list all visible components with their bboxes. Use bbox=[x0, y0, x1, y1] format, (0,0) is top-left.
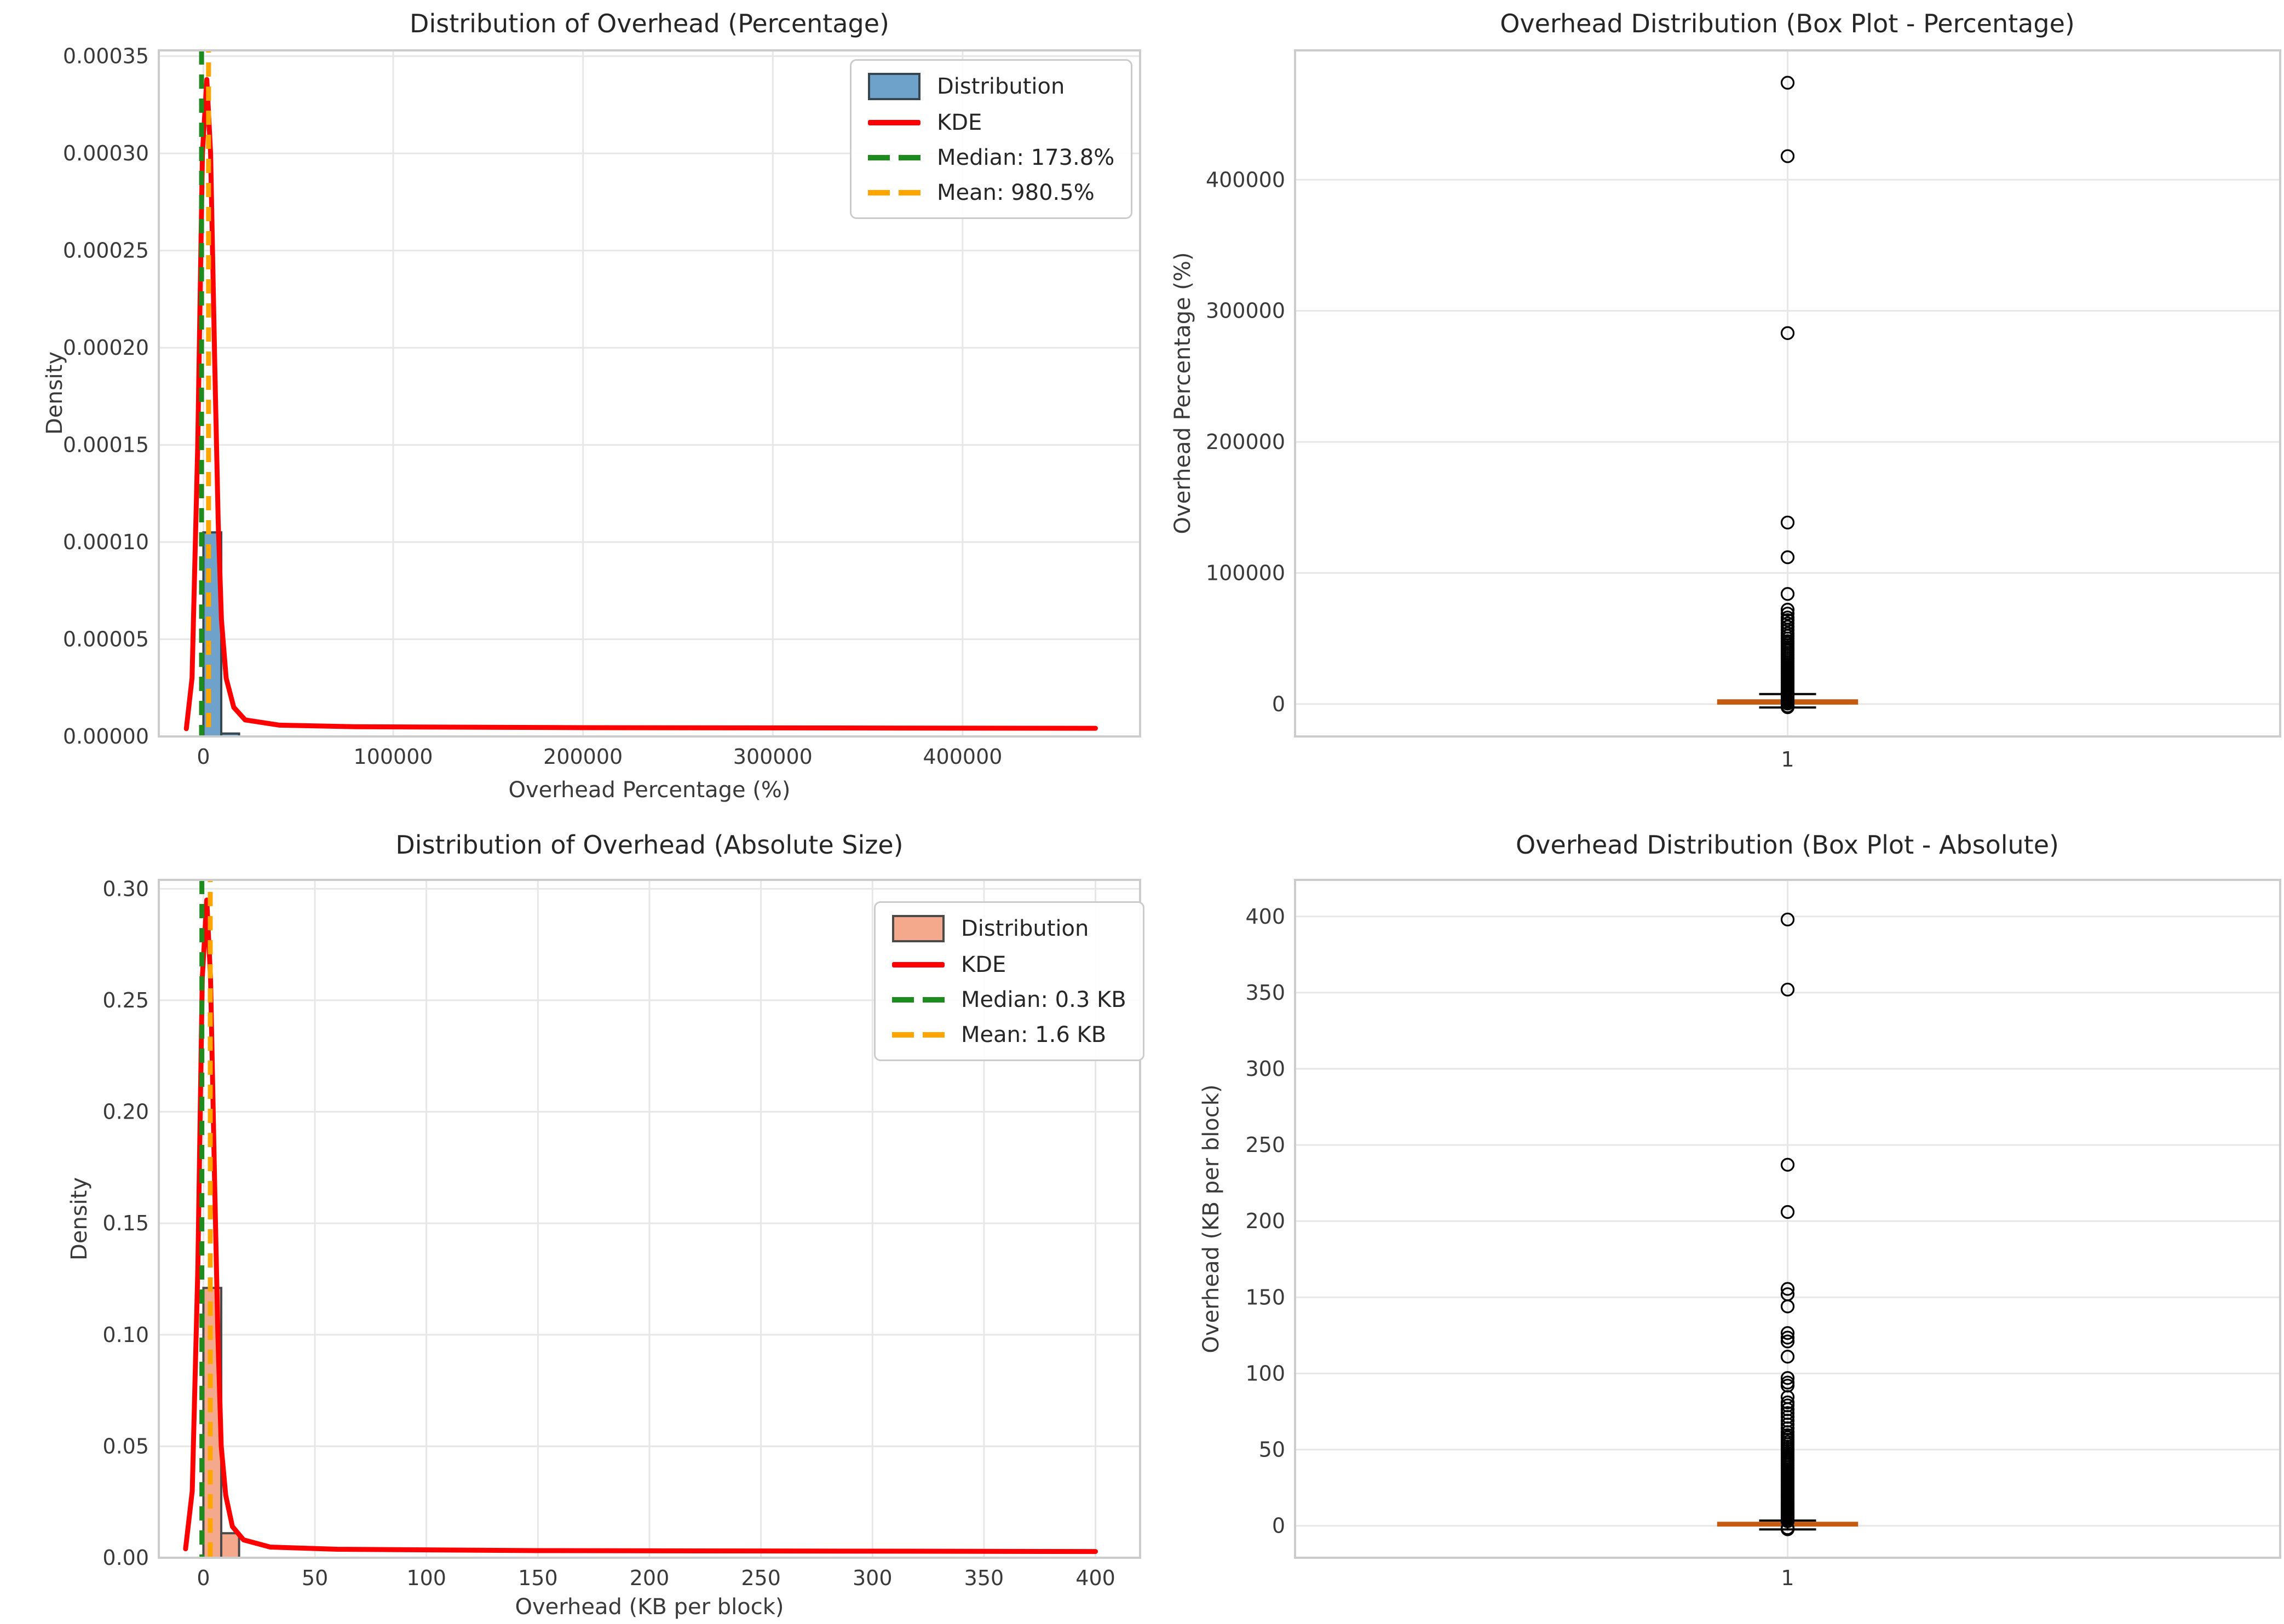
svg-text:0.25: 0.25 bbox=[102, 988, 149, 1012]
svg-text:200000: 200000 bbox=[1206, 430, 1285, 454]
outlier-points bbox=[1780, 76, 1795, 715]
svg-text:100000: 100000 bbox=[354, 745, 433, 769]
tick-labels: 0.00 0.05 0.10 0.15 0.20 0.25 0.30 0 50 100 150 200… bbox=[102, 877, 1115, 1590]
svg-text:350: 350 bbox=[964, 1566, 1004, 1590]
legend-item-kde-line: KDE bbox=[892, 952, 1126, 977]
svg-text:400: 400 bbox=[1075, 1566, 1115, 1590]
hist-percentage-plot: 0.00000 0.00005 0.00010 0.00015 0.00020 0.000… bbox=[63, 44, 1141, 769]
svg-text:300000: 300000 bbox=[1206, 299, 1285, 323]
mean-line-swatch bbox=[868, 190, 920, 195]
outlier-points bbox=[1780, 912, 1795, 1536]
legend-label: Mean: 980.5% bbox=[937, 180, 1095, 205]
median-line-swatch bbox=[892, 997, 945, 1003]
svg-text:0: 0 bbox=[197, 1566, 210, 1590]
legend-label: Mean: 1.6 KB bbox=[961, 1022, 1107, 1047]
svg-text:1: 1 bbox=[1781, 747, 1794, 771]
legend-label: KDE bbox=[961, 952, 1006, 977]
title-box-percentage: Overhead Distribution (Box Plot - Percen… bbox=[1500, 9, 2075, 38]
axes-frame bbox=[158, 49, 1141, 738]
svg-text:0.15: 0.15 bbox=[102, 1211, 149, 1235]
svg-text:300: 300 bbox=[853, 1566, 893, 1590]
svg-text:0.00025: 0.00025 bbox=[63, 239, 149, 263]
svg-text:0.00015: 0.00015 bbox=[63, 433, 149, 457]
axes-frame bbox=[1294, 49, 2281, 738]
box-absolute-plot: 0 50 100 150 200 250 300 350 400 1 bbox=[1245, 879, 2281, 1590]
xlabel-hist-absolute: Overhead (KB per block) bbox=[515, 1594, 784, 1620]
svg-text:100000: 100000 bbox=[1206, 561, 1285, 585]
xlabel-hist-percentage: Overhead Percentage (%) bbox=[508, 778, 791, 803]
mean-line-swatch bbox=[892, 1032, 945, 1038]
median-line-swatch bbox=[868, 155, 920, 160]
distribution-patch-swatch bbox=[892, 915, 945, 942]
legend-hist-percentage: Distribution KDE Median: 173.8% Mean: 980.5… bbox=[850, 59, 1133, 219]
legend-item-mean-line: Mean: 980.5% bbox=[868, 180, 1114, 205]
svg-text:200000: 200000 bbox=[543, 745, 623, 769]
legend-item-distribution-patch: Distribution bbox=[892, 915, 1126, 942]
svg-text:100: 100 bbox=[406, 1566, 446, 1590]
legend-label: Median: 173.8% bbox=[937, 145, 1115, 170]
svg-text:150: 150 bbox=[518, 1566, 558, 1590]
ylabel-hist-percentage: Density bbox=[42, 351, 67, 435]
svg-text:400: 400 bbox=[1245, 905, 1285, 929]
svg-text:0.00020: 0.00020 bbox=[63, 336, 149, 360]
legend-label: KDE bbox=[937, 110, 982, 135]
svg-text:0.00000: 0.00000 bbox=[63, 724, 149, 748]
ylabel-box-absolute: Overhead (KB per block) bbox=[1199, 1084, 1224, 1354]
legend-item-kde-line: KDE bbox=[868, 110, 1114, 135]
svg-text:200: 200 bbox=[630, 1566, 670, 1590]
svg-text:0.00035: 0.00035 bbox=[63, 44, 149, 68]
svg-text:0.20: 0.20 bbox=[102, 1100, 149, 1124]
axes-frame bbox=[158, 879, 1141, 1559]
title-box-absolute: Overhead Distribution (Box Plot - Absolu… bbox=[1516, 830, 2059, 860]
svg-text:250: 250 bbox=[1245, 1133, 1285, 1157]
svg-text:0: 0 bbox=[197, 745, 210, 769]
svg-text:400000: 400000 bbox=[1206, 168, 1285, 192]
svg-text:0.00: 0.00 bbox=[102, 1546, 149, 1570]
svg-text:300000: 300000 bbox=[733, 745, 813, 769]
svg-text:0.00030: 0.00030 bbox=[63, 141, 149, 165]
legend-item-distribution-patch: Distribution bbox=[868, 73, 1114, 100]
tick-labels: 0 100000 200000 300000 400000 1 bbox=[1206, 168, 1794, 771]
svg-text:1: 1 bbox=[1781, 1566, 1794, 1590]
gridlines bbox=[159, 50, 1140, 738]
svg-text:250: 250 bbox=[741, 1566, 781, 1590]
tick-labels: 0 50 100 150 200 250 300 350 400 1 bbox=[1245, 905, 1794, 1590]
svg-text:50: 50 bbox=[302, 1566, 328, 1590]
svg-text:200: 200 bbox=[1245, 1209, 1285, 1233]
svg-text:150: 150 bbox=[1245, 1285, 1285, 1309]
legend-item-mean-line: Mean: 1.6 KB bbox=[892, 1022, 1126, 1047]
legend-label: Distribution bbox=[961, 916, 1089, 941]
svg-text:100: 100 bbox=[1245, 1361, 1285, 1385]
svg-text:0: 0 bbox=[1272, 692, 1285, 716]
title-hist-absolute: Distribution of Overhead (Absolute Size) bbox=[395, 830, 904, 860]
title-hist-percentage: Distribution of Overhead (Percentage) bbox=[410, 9, 889, 38]
svg-text:0.00010: 0.00010 bbox=[63, 530, 149, 554]
tick-labels: 0.00000 0.00005 0.00010 0.00015 0.00020 0.000… bbox=[63, 44, 1003, 769]
legend-hist-absolute: Distribution KDE Median: 0.3 KB Mean: 1.6 K… bbox=[874, 901, 1144, 1061]
box-percentage-plot: 0 100000 200000 300000 400000 1 bbox=[1206, 49, 2281, 771]
svg-text:0: 0 bbox=[1272, 1514, 1285, 1538]
svg-text:400000: 400000 bbox=[923, 745, 1002, 769]
axes-frame bbox=[1294, 879, 2281, 1559]
svg-text:300: 300 bbox=[1245, 1057, 1285, 1081]
svg-text:0.10: 0.10 bbox=[102, 1323, 149, 1347]
legend-label: Median: 0.3 KB bbox=[961, 987, 1126, 1012]
legend-item-median-line: Median: 0.3 KB bbox=[892, 987, 1126, 1012]
legend-item-median-line: Median: 173.8% bbox=[868, 145, 1114, 170]
svg-text:350: 350 bbox=[1245, 981, 1285, 1005]
svg-text:0.30: 0.30 bbox=[102, 877, 149, 901]
kde-line-swatch bbox=[868, 120, 920, 125]
kde-line-swatch bbox=[892, 962, 945, 968]
svg-text:0.05: 0.05 bbox=[102, 1434, 149, 1458]
svg-text:0.00005: 0.00005 bbox=[63, 627, 149, 652]
ylabel-hist-absolute: Density bbox=[67, 1177, 92, 1261]
svg-text:50: 50 bbox=[1259, 1437, 1285, 1461]
legend-label: Distribution bbox=[937, 74, 1065, 99]
ylabel-box-percentage: Overhead Percentage (%) bbox=[1170, 252, 1195, 534]
distribution-patch-swatch bbox=[868, 73, 920, 100]
